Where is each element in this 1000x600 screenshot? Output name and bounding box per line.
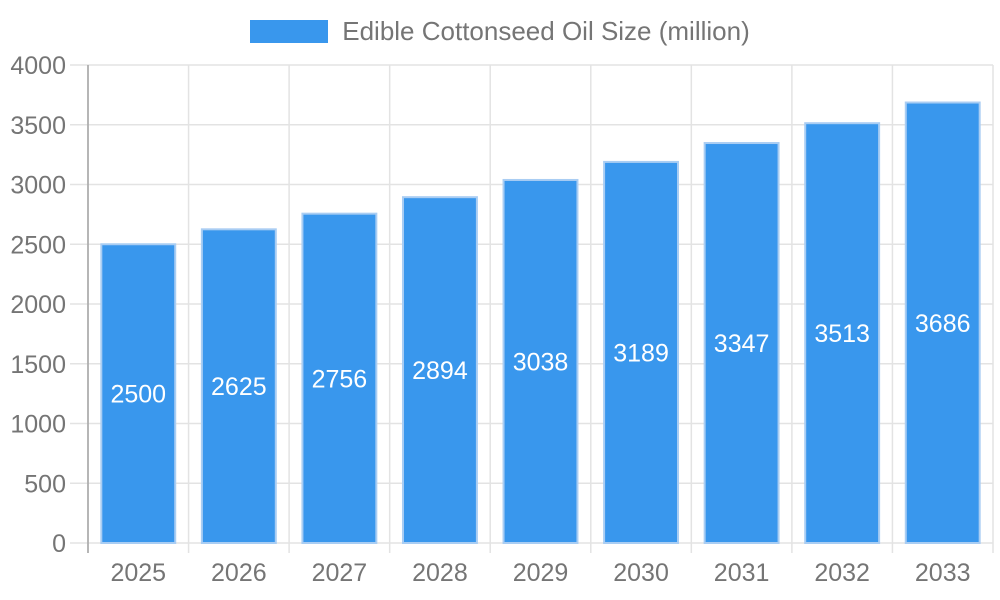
y-tick-label: 500 [24, 470, 66, 498]
bar-2029[interactable] [502, 178, 579, 544]
y-tick-label: 1000 [10, 411, 66, 439]
x-tick-label: 2032 [814, 559, 870, 587]
legend-item[interactable]: Edible Cottonseed Oil Size (million) [250, 16, 750, 47]
bar-value-label: 3347 [714, 330, 770, 358]
y-tick-label: 2000 [10, 291, 66, 319]
bar-value-label: 2625 [211, 373, 267, 401]
y-tick-label: 2500 [10, 231, 66, 259]
bar-2027[interactable] [301, 212, 378, 545]
bar-2028[interactable] [401, 196, 478, 545]
bar-value-label: 2756 [312, 365, 368, 393]
bar-2033[interactable] [904, 101, 981, 544]
bar-2031[interactable] [703, 142, 780, 544]
y-tick-label: 0 [52, 530, 66, 558]
x-tick-label: 2031 [714, 559, 770, 587]
y-tick-label: 3500 [10, 112, 66, 140]
bar-value-label: 3686 [915, 310, 971, 338]
bar-value-label: 2894 [412, 357, 468, 385]
bar-value-label: 3038 [513, 348, 569, 376]
legend: Edible Cottonseed Oil Size (million) [0, 16, 1000, 47]
bar-2032[interactable] [804, 122, 881, 544]
bar-2030[interactable] [603, 160, 680, 545]
x-tick-label: 2025 [110, 559, 166, 587]
x-tick-label: 2026 [211, 559, 267, 587]
bar-value-label: 3189 [613, 339, 669, 367]
x-tick-label: 2027 [312, 559, 368, 587]
y-tick-label: 4000 [10, 52, 66, 80]
y-tick-label: 3000 [10, 172, 66, 200]
x-tick-label: 2030 [613, 559, 669, 587]
y-tick-label: 1500 [10, 351, 66, 379]
bar-2026[interactable] [200, 228, 277, 544]
legend-label: Edible Cottonseed Oil Size (million) [342, 16, 750, 46]
x-tick-label: 2029 [513, 559, 569, 587]
x-tick-label: 2033 [915, 559, 971, 587]
bar-value-label: 3513 [814, 320, 870, 348]
legend-swatch-icon [250, 20, 329, 43]
bar-2025[interactable] [100, 243, 177, 544]
bar-value-label: 2500 [110, 381, 166, 409]
x-tick-label: 2028 [412, 559, 468, 587]
